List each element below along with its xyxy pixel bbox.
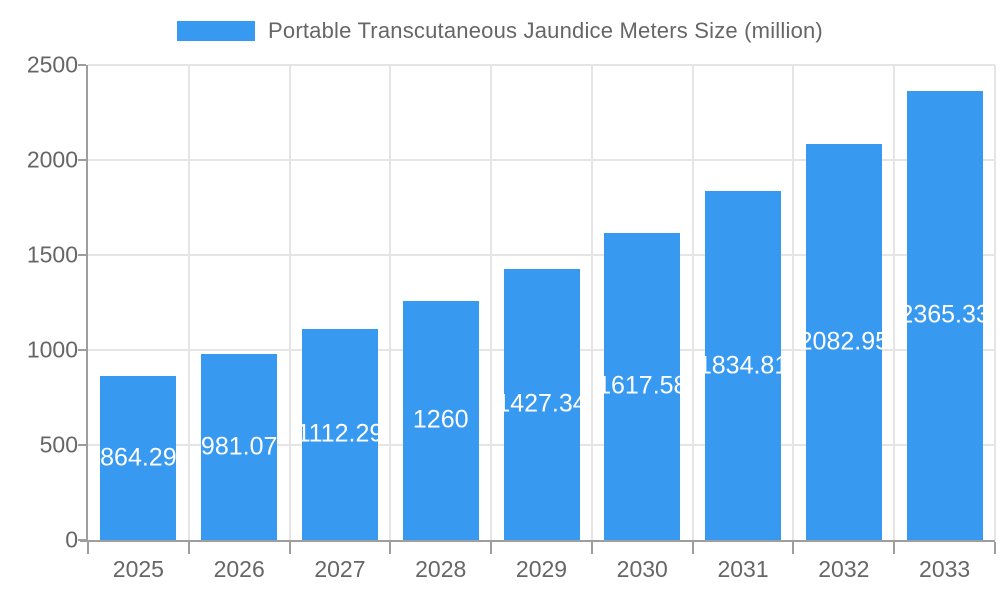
x-axis-tick-label: 2031 [717, 556, 769, 582]
y-gridline [88, 64, 995, 66]
x-axis-tick-label: 2028 [415, 556, 467, 582]
y-axis-tick [78, 159, 86, 161]
x-axis-tick-label: 2030 [616, 556, 668, 582]
x-axis-tick [994, 542, 996, 554]
y-axis-tick-label: 1000 [26, 336, 78, 363]
bar[interactable] [503, 268, 580, 540]
y-axis-tick [78, 444, 86, 446]
x-gridline [490, 65, 493, 540]
y-axis-tick [78, 539, 86, 541]
x-gridline [187, 65, 190, 540]
x-axis-tick [792, 542, 795, 554]
chart-title: Portable Transcutaneous Jaundice Meters … [268, 18, 823, 43]
bar[interactable] [906, 90, 983, 540]
plot-area: 0 500 1000 1500 2000 2500 864.29 2025 981.07 2026… [27, 53, 996, 581]
x-axis-tick-label: 2033 [919, 556, 971, 582]
bar[interactable] [705, 191, 782, 540]
y-axis-line [86, 65, 88, 540]
y-axis-tick-label: 2500 [26, 51, 78, 78]
x-axis-line [80, 540, 995, 542]
x-axis-tick [87, 542, 89, 554]
x-axis-tick-label: 2026 [213, 556, 265, 582]
x-gridline [994, 65, 996, 540]
x-gridline [893, 65, 896, 540]
bar[interactable] [805, 144, 882, 540]
bar[interactable] [100, 375, 177, 540]
x-axis-tick [288, 542, 291, 554]
x-axis-tick [187, 542, 190, 554]
y-axis-tick-label: 500 [39, 431, 78, 458]
x-axis-tick-label: 2029 [515, 556, 568, 582]
x-axis-tick [389, 542, 392, 554]
x-gridline [792, 65, 795, 540]
y-axis-tick [78, 64, 86, 66]
x-gridline [691, 65, 694, 540]
bar[interactable] [301, 328, 378, 540]
y-axis-tick-label: 2000 [26, 146, 78, 173]
bar[interactable] [604, 232, 681, 540]
x-axis-tick-label: 2025 [112, 556, 164, 582]
bar[interactable] [402, 300, 479, 540]
chart-legend[interactable]: Portable Transcutaneous Jaundice Meters … [0, 18, 1000, 44]
x-gridline [590, 65, 593, 540]
legend-swatch [177, 21, 256, 41]
x-axis-tick [590, 542, 593, 554]
x-axis-tick [893, 542, 896, 554]
bar[interactable] [201, 353, 278, 540]
x-gridline [389, 65, 392, 540]
y-axis-tick-label: 0 [65, 526, 78, 553]
y-axis-tick-label: 1500 [26, 241, 78, 268]
x-axis-tick [490, 542, 493, 554]
x-gridline [288, 65, 291, 540]
x-axis-tick-label: 2032 [818, 556, 870, 582]
y-axis-tick [78, 349, 86, 351]
x-axis-tick [691, 542, 694, 554]
x-axis-tick-label: 2027 [314, 556, 366, 582]
y-axis-tick [78, 254, 86, 256]
